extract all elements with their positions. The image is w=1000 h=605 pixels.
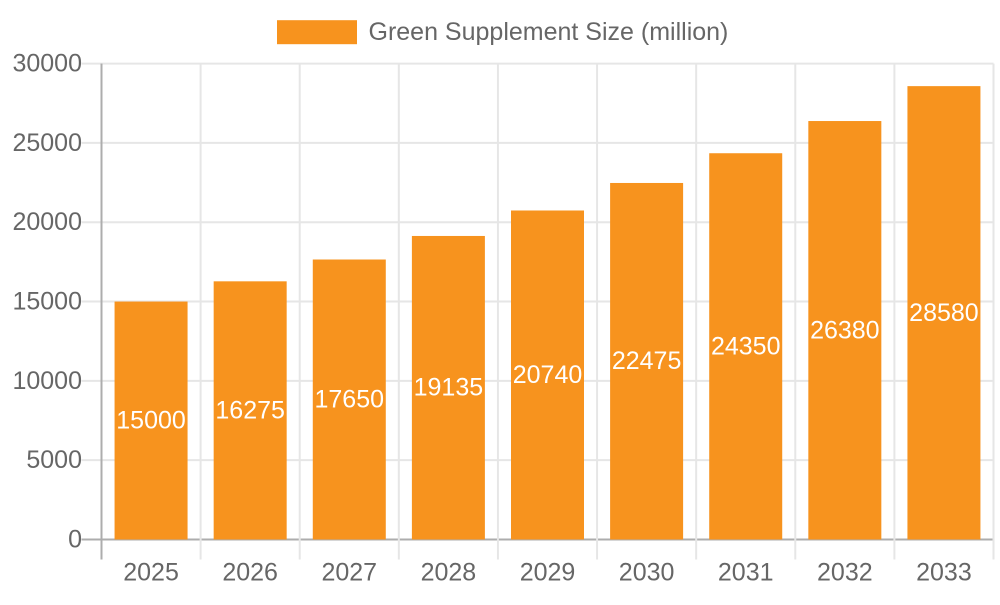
svg-text:30000: 30000	[12, 50, 82, 78]
svg-text:10000: 10000	[12, 367, 82, 395]
svg-text:25000: 25000	[12, 129, 82, 157]
svg-text:20740: 20740	[513, 361, 583, 389]
svg-text:2027: 2027	[321, 559, 377, 587]
svg-text:2032: 2032	[817, 559, 873, 587]
svg-text:15000: 15000	[12, 288, 82, 316]
svg-text:2031: 2031	[718, 559, 774, 587]
svg-text:16275: 16275	[215, 396, 285, 424]
svg-text:15000: 15000	[116, 407, 186, 435]
svg-text:2029: 2029	[520, 559, 576, 587]
svg-text:0: 0	[68, 526, 82, 554]
svg-text:2030: 2030	[619, 559, 675, 587]
svg-text:26380: 26380	[810, 316, 880, 344]
svg-text:2033: 2033	[916, 559, 972, 587]
svg-text:17650: 17650	[315, 386, 385, 414]
svg-text:28580: 28580	[909, 299, 979, 327]
svg-text:Green Supplement Size (million: Green Supplement Size (million)	[369, 18, 729, 46]
svg-text:5000: 5000	[26, 446, 82, 474]
svg-text:2026: 2026	[222, 559, 278, 587]
svg-text:19135: 19135	[414, 374, 484, 402]
svg-text:24350: 24350	[711, 332, 781, 360]
svg-text:2025: 2025	[123, 559, 179, 587]
svg-text:20000: 20000	[12, 208, 82, 236]
svg-text:22475: 22475	[612, 347, 682, 375]
svg-text:2028: 2028	[421, 559, 477, 587]
